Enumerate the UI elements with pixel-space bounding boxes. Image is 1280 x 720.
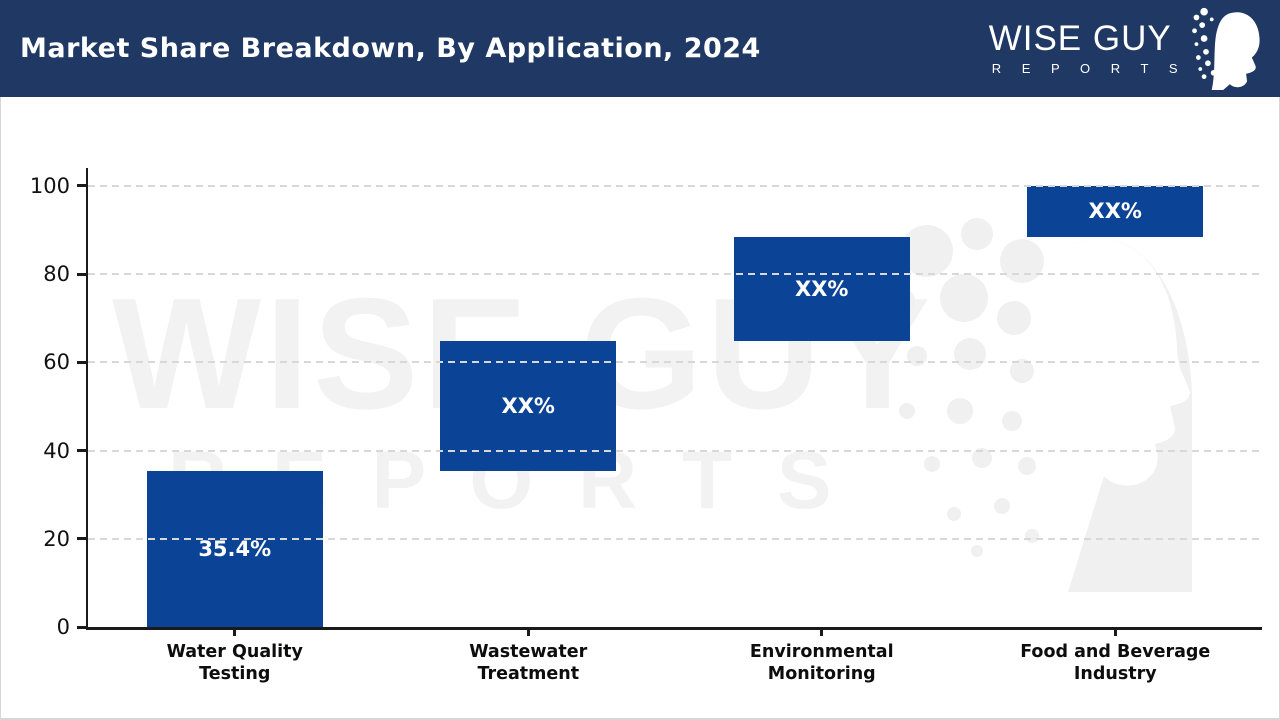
grid-line — [88, 449, 1262, 452]
x-tick-mark — [1113, 627, 1117, 636]
brand-wordmark: WISE GUY — [988, 19, 1172, 58]
x-category-label: Food and Beverage Industry — [983, 641, 1247, 685]
y-tick-mark — [77, 360, 86, 364]
bottom-border — [0, 718, 1280, 720]
x-category-label-line: Wastewater — [469, 642, 588, 662]
bar-segment: XX% — [733, 236, 910, 342]
chart-title: Market Share Breakdown, By Application, … — [20, 33, 761, 64]
x-category-label-line: Water Quality — [166, 642, 303, 662]
x-tick-mark — [526, 627, 530, 636]
brand-logo: WISE GUY R E P O R T S — [989, 6, 1264, 90]
bar-segment: 35.4% — [146, 470, 323, 627]
x-category-label-line: Treatment — [477, 664, 580, 684]
x-category-label: Wastewater Treatment — [396, 641, 660, 685]
x-category-label: Environmental Monitoring — [690, 641, 954, 685]
x-tick-mark — [233, 627, 237, 636]
grid-line — [88, 184, 1262, 187]
grid-line — [88, 537, 1262, 540]
x-category-label-line: Food and Beverage — [1020, 642, 1211, 662]
y-tick-label: 40 — [43, 438, 70, 463]
bar-value-label: XX% — [795, 277, 849, 302]
y-tick-mark — [77, 272, 86, 276]
left-border — [0, 97, 1, 720]
bar-value-label: 35.4% — [198, 536, 272, 561]
bar-segment: XX% — [1027, 185, 1204, 237]
x-category-label-line: Testing — [199, 664, 271, 684]
plot-area: 0 20 40 60 80 100 35.4% Water Quality Testing XX%… — [30, 168, 1262, 684]
bar-value-label: XX% — [501, 393, 555, 418]
y-tick-mark — [77, 537, 86, 541]
y-tick-label: 0 — [56, 615, 70, 639]
brand-subtext: R E P O R T S — [991, 61, 1186, 76]
header-bar: Market Share Breakdown, By Application, … — [0, 0, 1280, 97]
grid-line — [88, 361, 1262, 364]
y-tick-mark — [77, 184, 86, 188]
grid-line — [88, 273, 1262, 276]
x-category-label-line: Industry — [1073, 664, 1157, 684]
y-tick-label: 100 — [29, 173, 70, 198]
x-category-label: Water Quality Testing — [103, 641, 367, 685]
x-tick-mark — [820, 627, 824, 636]
y-tick-label: 20 — [43, 526, 70, 551]
x-category-label-line: Monitoring — [767, 664, 876, 684]
y-tick-mark — [77, 625, 86, 629]
y-tick-mark — [77, 449, 86, 453]
y-tick-label: 80 — [43, 262, 70, 287]
bar-value-label: XX% — [1088, 199, 1142, 224]
x-category-label-line: Environmental — [749, 642, 894, 662]
brand-logo-text: WISE GUY R E P O R T S — [988, 19, 1186, 77]
brand-face-icon — [1192, 7, 1260, 90]
y-tick-label: 60 — [43, 350, 70, 375]
